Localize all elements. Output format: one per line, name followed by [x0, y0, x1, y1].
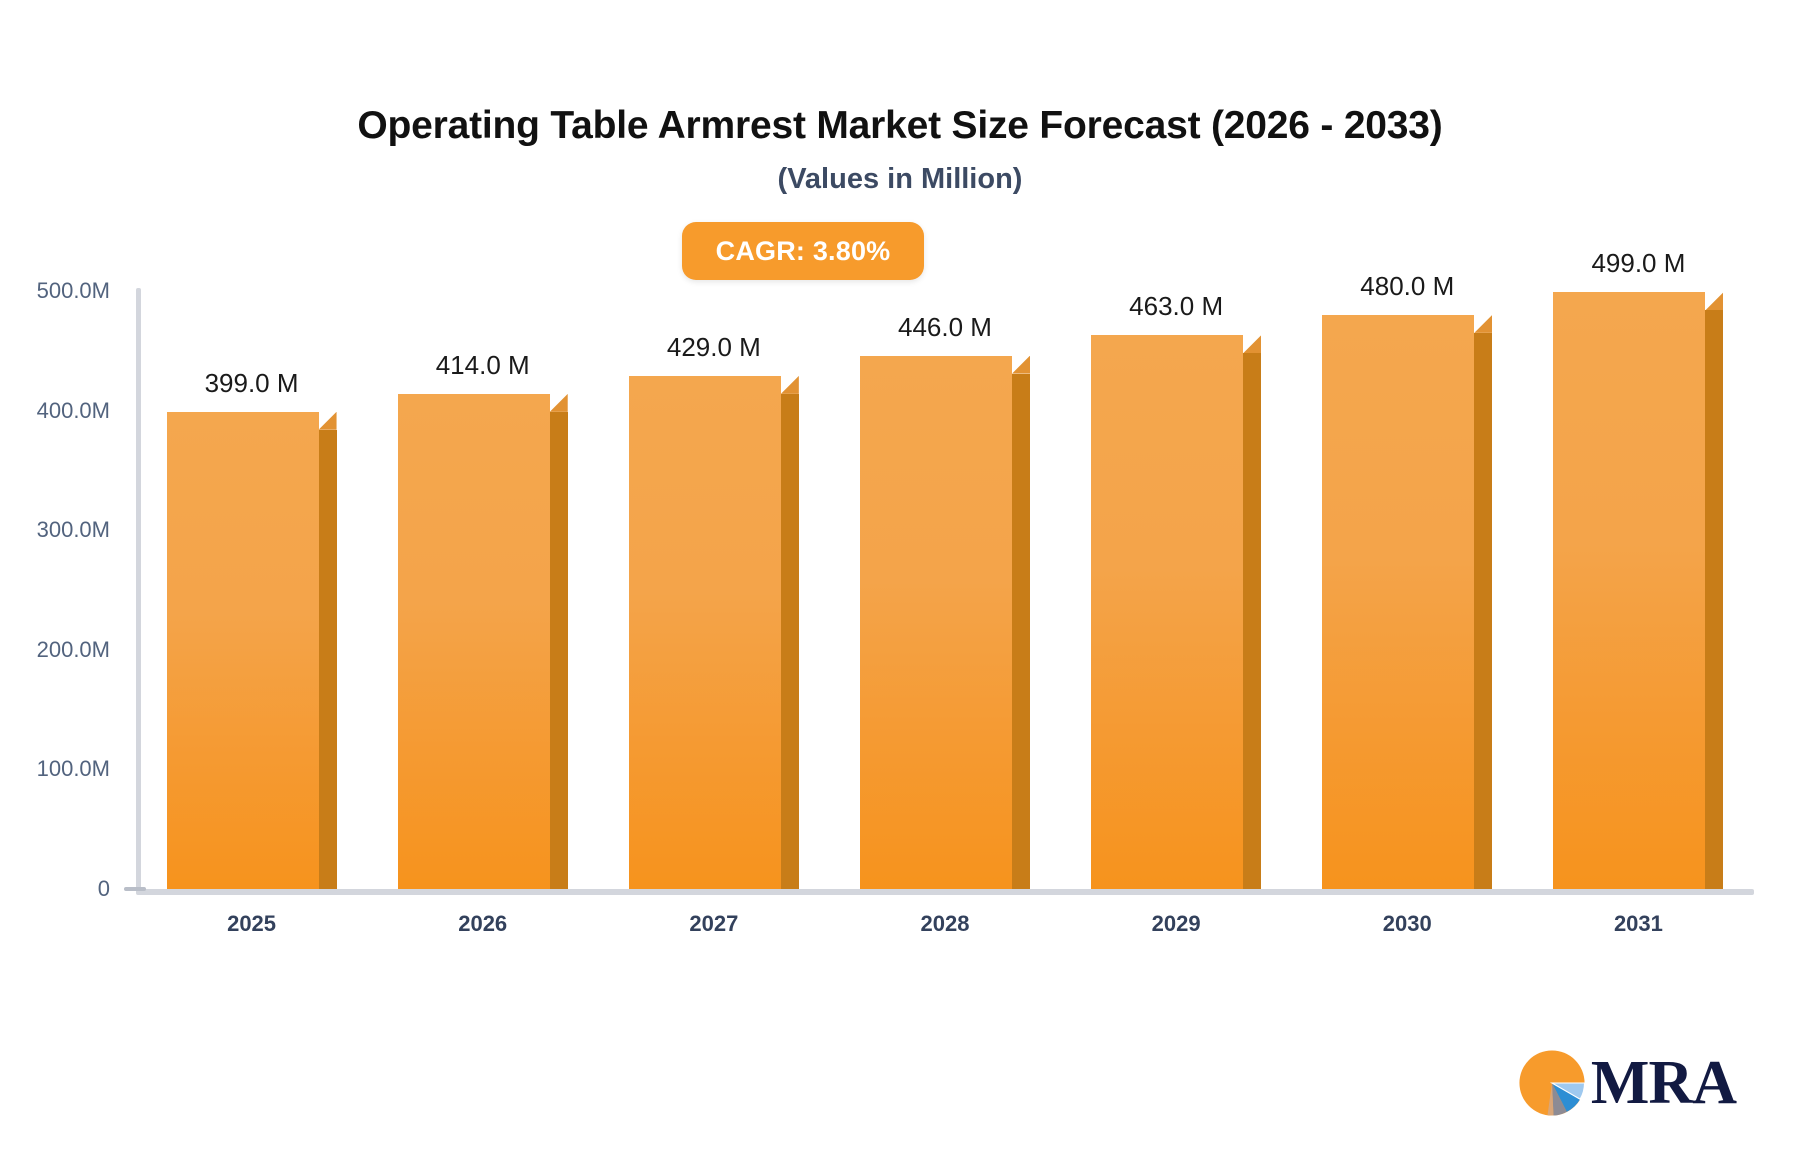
x-axis-tick-label: 2030 [1382, 911, 1432, 936]
bar-face [397, 393, 550, 889]
bar-top-bevel [780, 375, 799, 394]
cagr-badge: CAGR: 3.80% [682, 222, 924, 280]
bar[interactable] [397, 393, 568, 889]
bar[interactable] [1553, 292, 1724, 889]
cagr-badge-label: CAGR: 3.80% [715, 235, 891, 266]
x-axis-tick-label: 2025 [227, 911, 277, 936]
bar[interactable] [166, 411, 337, 889]
bar-face [1322, 314, 1475, 889]
bar-value-label: 446.0 M [898, 311, 992, 342]
y-axis-tick-label: 400.0M [36, 397, 110, 423]
bar-top-bevel [1243, 335, 1262, 354]
y-axis-line [136, 288, 141, 894]
bar-side-shade [549, 411, 568, 889]
bar-value-label: 480.0 M [1360, 270, 1455, 301]
bar-face [1553, 292, 1706, 889]
bar-face [628, 375, 781, 889]
y-axis-tick-label: 300.0M [36, 517, 110, 543]
bar[interactable] [1322, 314, 1493, 889]
y-axis-tick-mark [124, 887, 146, 891]
bar-value-label: 463.0 M [1129, 291, 1224, 322]
bar-face [860, 355, 1012, 889]
x-axis-line [136, 889, 1754, 895]
title-block: Operating Table Armrest Market Size Fore… [0, 104, 1800, 196]
x-axis-tick-label: 2029 [1151, 911, 1201, 936]
bar[interactable] [1091, 335, 1262, 889]
bar-value-label: 399.0 M [204, 367, 299, 398]
bar-side-shade [1012, 373, 1030, 889]
y-axis-tick-label: 200.0M [36, 636, 110, 662]
logo-text: MRA [1590, 1049, 1737, 1117]
bar-value-label: 429.0 M [666, 331, 761, 362]
y-axis-labels: 0 100.0M 200.0M 300.0M 400.0M 500.0M [0, 0, 146, 1156]
bar-top-bevel [1705, 292, 1724, 311]
bar[interactable] [628, 375, 799, 889]
y-axis-tick-label: 500.0M [36, 278, 110, 303]
y-axis-tick-label: 0 [97, 876, 110, 901]
y-axis-tick-label: 100.0M [36, 756, 110, 782]
bar-value-label: 499.0 M [1591, 248, 1686, 279]
chart-subtitle: (Values in Million) [777, 162, 1023, 195]
bar-top-bevel [1012, 355, 1030, 374]
bar-side-shade [1243, 353, 1262, 889]
bar-side-shade [1705, 310, 1724, 889]
bar-side-shade [318, 429, 337, 889]
pie-chart-icon [1519, 1050, 1586, 1116]
brand-logo: MRA [1515, 1046, 1737, 1120]
x-axis-tick-label: 2028 [920, 911, 970, 936]
bar-value-label: 414.0 M [435, 349, 530, 380]
bar-top-bevel [318, 411, 337, 430]
bar-top-bevel [1474, 314, 1493, 333]
x-axis-tick-label: 2027 [689, 911, 739, 936]
x-axis-tick-label: 2031 [1613, 911, 1663, 936]
bar-side-shade [1474, 332, 1493, 889]
bar-top-bevel [549, 393, 568, 412]
bar-side-shade [780, 393, 799, 889]
bar-face [1091, 335, 1244, 889]
x-axis-tick-label: 2026 [458, 911, 508, 936]
bar-face [166, 411, 319, 889]
page-title: Operating Table Armrest Market Size Fore… [357, 104, 1443, 147]
bar[interactable] [860, 355, 1030, 889]
